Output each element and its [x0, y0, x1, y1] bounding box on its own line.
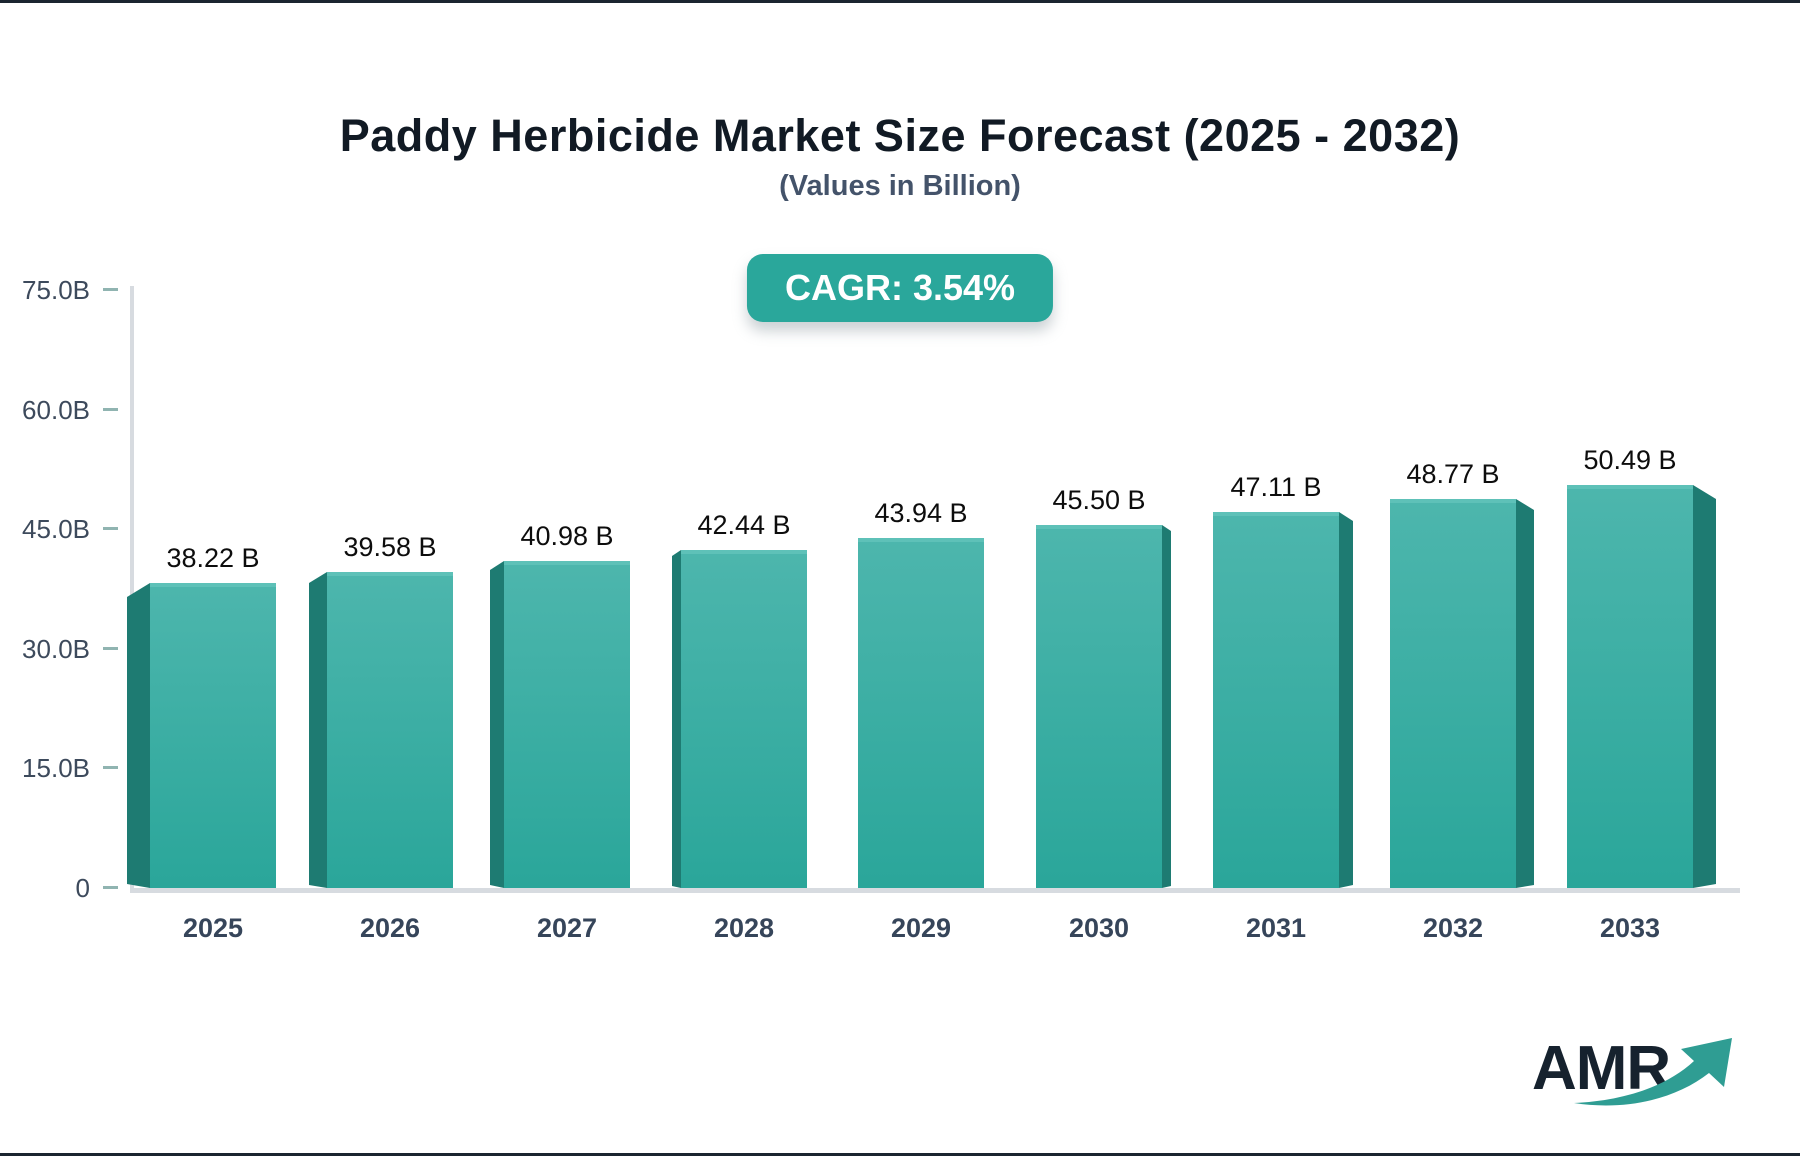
x-axis-label-2031: 2031	[1245, 913, 1307, 943]
bar-value-label-2029: 43.94 B	[874, 498, 968, 528]
x-axis-label-2027: 2027	[536, 913, 598, 943]
bottom-border	[0, 1153, 1800, 1156]
bar-2031	[1213, 512, 1339, 888]
bar-2025	[150, 583, 276, 888]
y-tick-label: 0	[75, 873, 90, 903]
y-tick-label: 30.0B	[22, 634, 90, 664]
bar-value-label-2030: 45.50 B	[1052, 485, 1146, 515]
bar-side-face-2033	[1693, 485, 1716, 888]
amr-logo: AMR	[1520, 1025, 1750, 1125]
bar-2032	[1390, 499, 1516, 888]
x-axis-label-2030: 2030	[1068, 913, 1130, 943]
y-tick-mark	[103, 527, 118, 530]
bar-value-label-2031: 47.11 B	[1230, 472, 1322, 502]
bar-side-face-2025	[127, 583, 150, 888]
cagr-badge: CAGR: 3.54%	[746, 254, 1054, 322]
chart-subtitle: (Values in Billion)	[779, 170, 1021, 202]
x-axis-label-2026: 2026	[359, 913, 421, 943]
y-tick-mark	[103, 288, 118, 291]
arrow-swoosh-shape	[1574, 1038, 1732, 1106]
bar-value-label-2033: 50.49 B	[1583, 445, 1677, 475]
bar-2030	[1036, 525, 1162, 888]
bar-side-face-2028	[672, 550, 681, 888]
bar-2026	[327, 572, 453, 888]
bar-2029	[858, 538, 984, 888]
x-axis-label-2028: 2028	[713, 913, 775, 943]
y-tick-mark	[103, 766, 118, 769]
bar-side-face-2027	[490, 561, 504, 888]
bar-value-label-2028: 42.44 B	[697, 510, 791, 540]
bar-value-label-2025: 38.22 B	[166, 543, 260, 573]
bar-2027	[504, 561, 630, 888]
y-tick-label: 15.0B	[22, 753, 90, 783]
x-axis-label-2032: 2032	[1422, 913, 1484, 943]
y-tick-label: 75.0B	[22, 275, 90, 305]
bar-side-face-2031	[1339, 512, 1353, 888]
y-tick-label: 45.0B	[22, 514, 90, 544]
bar-value-label-2027: 40.98 B	[520, 521, 614, 551]
bar-side-face-2026	[309, 572, 327, 888]
bar-2033	[1567, 485, 1693, 888]
x-axis-line	[130, 888, 1740, 893]
x-axis-label-2029: 2029	[890, 913, 952, 943]
bar-value-label-2032: 48.77 B	[1406, 459, 1500, 489]
top-border	[0, 0, 1800, 3]
bar-side-face-2032	[1516, 499, 1534, 888]
chart-title: Paddy Herbicide Market Size Forecast (20…	[339, 110, 1461, 161]
y-tick-mark	[103, 886, 118, 889]
bar-2028	[681, 550, 807, 888]
y-tick-mark	[103, 647, 118, 650]
y-tick-mark	[103, 408, 118, 411]
y-tick-label: 60.0B	[22, 395, 90, 425]
x-axis-label-2033: 2033	[1599, 913, 1661, 943]
bar-side-face-2030	[1162, 525, 1171, 888]
x-axis-label-2025: 2025	[182, 913, 244, 943]
bar-value-label-2026: 39.58 B	[343, 532, 437, 562]
logo-growth-arrow-icon	[1574, 1038, 1732, 1106]
y-axis-line	[130, 286, 134, 892]
